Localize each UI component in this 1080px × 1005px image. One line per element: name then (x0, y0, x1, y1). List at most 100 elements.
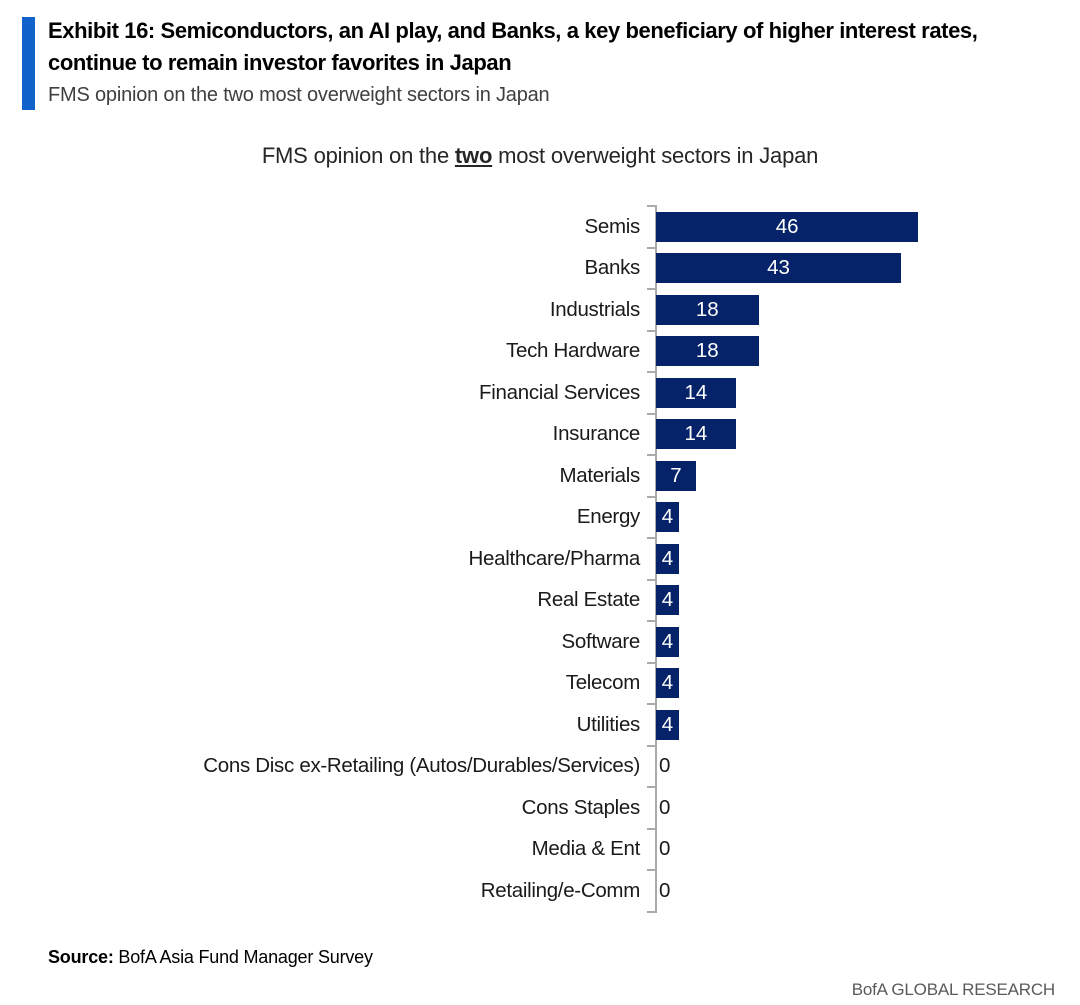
category-label: Cons Disc ex-Retailing (Autos/Durables/S… (203, 754, 640, 778)
source-text: BofA Asia Fund Manager Survey (113, 947, 373, 967)
bar-row: Software 4 (0, 621, 1080, 663)
bar-row: Utilities 4 (0, 704, 1080, 746)
axis-tick (647, 454, 655, 456)
category-label: Energy (576, 505, 640, 529)
bar-area: 43 (656, 253, 1080, 284)
bar-area: 0 (656, 796, 1080, 820)
exhibit-header: Exhibit 16: Semiconductors, an AI play, … (0, 0, 1080, 110)
bar-row: Cons Staples 0 (0, 787, 1080, 829)
bar-rows: Semis 46 Banks 43 Industrials 18 Tech Hardware… (0, 206, 1080, 912)
axis-tick (647, 620, 655, 622)
bar: 4 (656, 668, 679, 699)
axis-tick (647, 205, 655, 207)
bar-area: 18 (656, 336, 1080, 367)
category-label: Industrials (549, 297, 640, 321)
bar-row: Cons Disc ex-Retailing (Autos/Durables/S… (0, 746, 1080, 788)
bar-area: 4 (656, 626, 1080, 657)
value-label: 0 (659, 754, 671, 778)
bar-area: 0 (656, 754, 1080, 778)
brand-note: BofA GLOBAL RESEARCH (851, 980, 1055, 999)
bar: 46 (656, 211, 919, 242)
category-label: Utilities (576, 712, 641, 736)
bar: 4 (656, 543, 679, 574)
bar-area: 7 (656, 460, 1080, 491)
axis-tick (647, 786, 655, 788)
bar: 43 (656, 253, 902, 284)
value-label: 4 (661, 671, 674, 695)
category-label: Banks (584, 256, 641, 280)
axis-tick (647, 869, 655, 871)
bar-area: 14 (656, 377, 1080, 408)
bar-area: 14 (656, 419, 1080, 450)
bar: 4 (656, 502, 679, 533)
bar-row: Telecom 4 (0, 663, 1080, 705)
bar-area: 4 (656, 502, 1080, 533)
category-label: Real Estate (537, 588, 640, 612)
exhibit-footer: Source: BofA Asia Fund Manager Survey Bo… (0, 947, 1080, 1000)
chart-title-suffix: most overweight sectors in Japan (492, 143, 819, 168)
axis-tick (647, 329, 655, 332)
chart-title: FMS opinion on the two most overweight s… (0, 143, 1080, 169)
bar-area: 46 (656, 211, 1080, 242)
bar: 4 (656, 585, 679, 616)
header-text: Exhibit 16: Semiconductors, an AI play, … (48, 0, 1060, 110)
value-label: 0 (659, 837, 671, 861)
category-label: Tech Hardware (506, 339, 640, 363)
bar-area: 4 (656, 668, 1080, 699)
value-label: 4 (661, 505, 674, 529)
bar: 7 (656, 460, 696, 491)
bar: 18 (656, 294, 759, 325)
source-note: Source: BofA Asia Fund Manager Survey (48, 947, 1080, 968)
value-label: 46 (775, 214, 799, 238)
bar-row: Tech Hardware 18 (0, 331, 1080, 373)
bar-area: 4 (656, 543, 1080, 574)
value-label: 0 (659, 795, 671, 819)
exhibit-title: Exhibit 16: Semiconductors, an AI play, … (48, 18, 978, 75)
exhibit-subtitle: FMS opinion on the two most overweight s… (48, 84, 550, 106)
axis-tick (647, 910, 655, 913)
bar-row: Real Estate 4 (0, 580, 1080, 622)
category-label: Cons Staples (521, 795, 641, 819)
bar-row: Industrials 18 (0, 289, 1080, 331)
bar: 14 (656, 419, 736, 450)
category-label: Semis (584, 214, 641, 238)
axis-tick (647, 371, 655, 373)
bar-area: 4 (656, 585, 1080, 616)
category-label: Healthcare/Pharma (468, 546, 640, 570)
category-label: Insurance (552, 422, 641, 446)
axis-tick (647, 703, 655, 705)
bar-row: Materials 7 (0, 455, 1080, 497)
bar: 14 (656, 377, 736, 408)
chart-title-emphasis: two (454, 143, 493, 168)
category-label: Telecom (565, 671, 641, 695)
value-label: 4 (661, 712, 674, 736)
chart-title-prefix: FMS opinion on the (261, 143, 455, 168)
source-label: Source: (48, 947, 114, 967)
value-label: 14 (684, 422, 708, 446)
axis-tick (647, 744, 655, 747)
axis-tick (647, 412, 655, 415)
bar-area: 4 (656, 709, 1080, 740)
value-label: 4 (661, 546, 674, 570)
value-label: 4 (661, 588, 674, 612)
category-label: Software (561, 629, 641, 653)
bar-row: Media & Ent 0 (0, 829, 1080, 871)
category-label: Retailing/e-Comm (480, 878, 641, 902)
bar-row: Retailing/e-Comm 0 (0, 870, 1080, 912)
bar-row: Banks 43 (0, 248, 1080, 290)
value-label: 14 (684, 380, 708, 404)
axis-tick (647, 578, 655, 581)
bar-area: 0 (656, 879, 1080, 903)
bar-area: 0 (656, 837, 1080, 861)
category-label: Financial Services (479, 380, 640, 404)
value-label: 18 (695, 297, 719, 321)
bar-chart: Semis 46 Banks 43 Industrials 18 Tech Hardware… (0, 205, 1080, 913)
value-label: 0 (659, 878, 671, 902)
value-label: 43 (767, 256, 790, 280)
bar: 18 (656, 336, 759, 367)
bar-row: Energy 4 (0, 497, 1080, 539)
axis-tick (647, 246, 655, 249)
value-label: 18 (695, 339, 719, 363)
bar: 4 (656, 709, 679, 740)
